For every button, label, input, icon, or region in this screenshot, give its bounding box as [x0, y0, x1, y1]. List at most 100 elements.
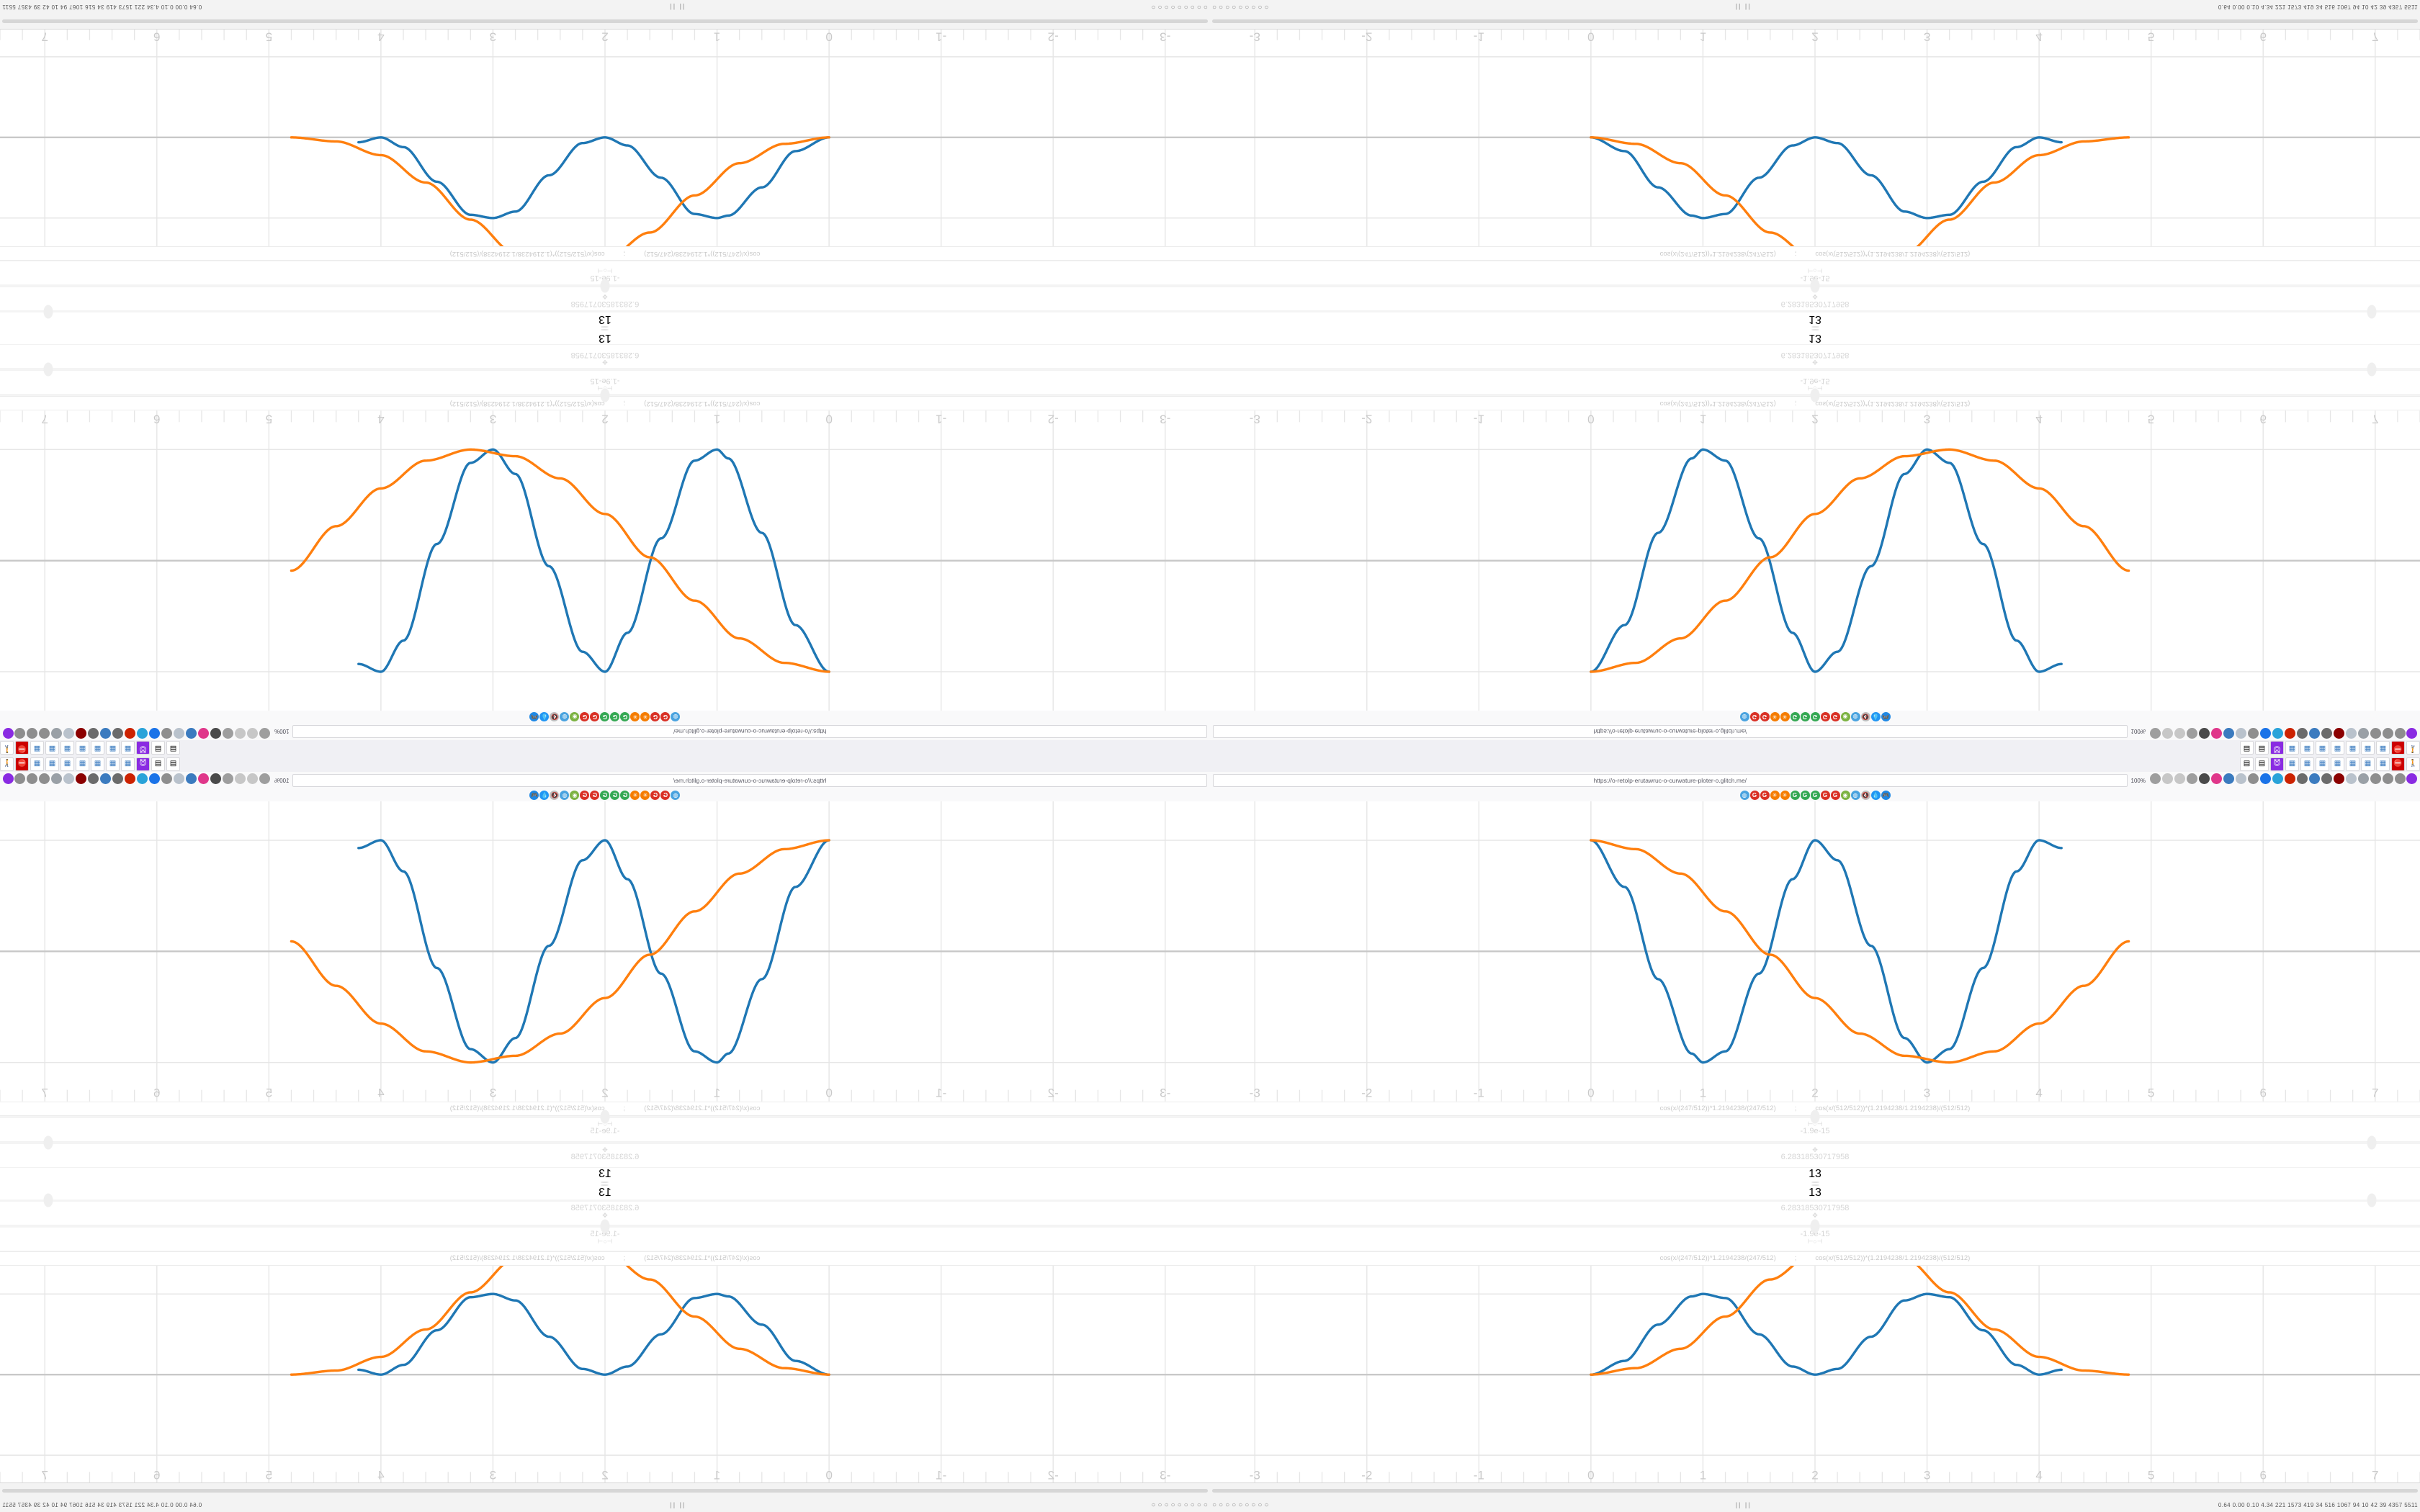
radio-harmonic-b[interactable] — [1811, 1184, 1819, 1186]
dot-icon[interactable]: ○ — [1164, 3, 1169, 12]
ublock-origin-icon[interactable] — [2334, 728, 2344, 739]
control-harmonic-a[interactable]: 13 — [1210, 328, 2420, 344]
lock-icon[interactable]: ○ — [1212, 3, 1217, 12]
browser-tab-strip[interactable]: ▤ ▤ 😈 ▦ ▦ ▦ ▦ ▦ ▦ ▦ ⛔ 🚶 — [0, 756, 1210, 773]
control-offset-b[interactable]: -1.9e-15 ⊢○⊣ — [1210, 261, 2420, 293]
control-panel[interactable]: ⊢○⊣-1.9e-15✥6.2831853071795813136.283185… — [0, 261, 1210, 402]
formula-a-lower[interactable]: cos(x/(247/512))*1.2194238/(247/512) — [1659, 1254, 1776, 1263]
address-bar[interactable]: https://o-retolp-erutawruc-o-curwature-p… — [1213, 774, 2128, 787]
mesh-icon[interactable]: ◍ — [1739, 791, 1749, 800]
lower-plot[interactable]: -3 -2 -1 0 1 2 3 4 5 6 7 — [0, 1265, 1210, 1483]
slider-thumb-period-b[interactable] — [43, 305, 53, 319]
tomato-timer-icon[interactable] — [125, 728, 135, 739]
refresh-green-icon[interactable]: G — [1790, 791, 1800, 800]
calculator-tab-icon[interactable]: ▦ — [45, 757, 59, 771]
script-tab-icon[interactable]: ▤ — [2240, 741, 2254, 755]
thumbs-down-icon[interactable] — [39, 728, 50, 739]
refresh-green-icon[interactable]: G — [620, 712, 630, 721]
formula-b-lower[interactable]: cos(x/(512/512))*(1.2194238/1.2194238)/(… — [449, 249, 605, 258]
refresh-red-icon[interactable]: G — [1830, 712, 1840, 721]
script-tab-icon[interactable]: ▤ — [151, 757, 165, 771]
slider-track-offset-a[interactable] — [1210, 1110, 2420, 1124]
control-period-a[interactable]: ✥ 6.28318530717958 — [1210, 1135, 2420, 1168]
shield-icon[interactable] — [63, 773, 74, 784]
hiker-tab-icon[interactable]: 🚶 — [2406, 757, 2420, 771]
formula-b[interactable]: cos(x/(512/512))*(1.2194238/1.2194238)/(… — [449, 1104, 605, 1113]
control-period-a[interactable]: ✥ 6.28318530717958 — [0, 1135, 1210, 1168]
formula-bar-lower[interactable]: cos(x/(247/512))*1.2194238/(247/512) ; c… — [0, 246, 1210, 261]
address-bar[interactable]: https://o-retolp-erutawruc-o-curwature-p… — [292, 725, 1207, 738]
dot-icon[interactable]: ○ — [1151, 3, 1156, 12]
upload-icon[interactable] — [2199, 773, 2210, 784]
folder-icon[interactable]: ○ — [1183, 3, 1188, 12]
refresh-green-icon[interactable]: G — [1810, 791, 1820, 800]
slider-track-offset-b[interactable] — [0, 279, 1210, 293]
browser-nav-bar[interactable]: https://o-retolp-erutawruc-o-curwature-p… — [1210, 772, 2420, 790]
browser-tab-strip[interactable]: ▤ ▤ 😈 ▦ ▦ ▦ ▦ ▦ ▦ ▦ ⛔ 🚶 — [0, 739, 1210, 756]
shield-icon[interactable] — [2346, 773, 2357, 784]
back-arrow-icon[interactable] — [235, 728, 246, 739]
formula-bar-lower[interactable]: cos(x/(247/512))*1.2194238/(247/512) ; c… — [1210, 1251, 2420, 1266]
calculator-tab-icon[interactable]: ▦ — [2300, 741, 2314, 755]
calculator-tab-icon[interactable]: ▦ — [2285, 741, 2299, 755]
archive-icon[interactable] — [2321, 728, 2332, 739]
cloud-download-icon[interactable] — [137, 773, 148, 784]
refresh-red-icon[interactable]: G — [1820, 791, 1830, 800]
refresh-red-icon[interactable]: G — [590, 712, 600, 721]
browser-nav-bar[interactable]: https://o-retolp-erutawruc-o-curwature-p… — [0, 722, 1210, 740]
calculator-tab-icon[interactable]: ▦ — [2316, 741, 2329, 755]
stop-tab-icon[interactable]: ⛔ — [15, 757, 29, 771]
translate-icon[interactable] — [186, 728, 197, 739]
refresh-red-icon[interactable]: G — [1830, 791, 1840, 800]
toolbar-extension-icons[interactable] — [3, 724, 271, 739]
browser-nav-bar[interactable]: https://o-retolp-erutawruc-o-curwature-p… — [0, 772, 1210, 790]
library-icon[interactable] — [2297, 728, 2308, 739]
capsule-icon[interactable] — [174, 728, 184, 739]
compass-icon[interactable]: ◉ — [1840, 712, 1850, 721]
script-tab-icon[interactable]: ▤ — [2255, 741, 2269, 755]
lower-plot[interactable]: -3 -2 -1 0 1 2 3 4 5 6 7 — [1210, 1265, 2420, 1483]
slider-thumb-offset-b[interactable] — [600, 279, 610, 293]
formula-a[interactable]: cos(x/(247/512))*1.2194238/(247/512) — [1659, 399, 1776, 408]
taskbar-scrollbar[interactable] — [2, 19, 1208, 24]
wrench-icon[interactable] — [27, 773, 37, 784]
plus-circle-icon[interactable] — [149, 728, 160, 739]
capsule-icon[interactable] — [2236, 728, 2246, 739]
formula-b[interactable]: cos(x/(512/512))*(1.2194238/1.2194238)/(… — [449, 399, 605, 408]
slider-thumb-offset-b[interactable] — [1810, 279, 1820, 293]
dot-icon[interactable]: ○ — [1251, 1500, 1256, 1509]
thumbs-down-icon[interactable] — [39, 773, 50, 784]
reload-icon[interactable] — [2187, 773, 2197, 784]
calculator-tab-icon[interactable]: ▦ — [2376, 741, 2390, 755]
slider-thumb-period-b[interactable] — [43, 1193, 53, 1207]
dot-icon[interactable]: ○ — [1245, 3, 1250, 12]
gamepad-icon[interactable]: 🎮 — [529, 791, 539, 800]
control-harmonic-a[interactable]: 13 — [0, 328, 1210, 344]
control-period-a[interactable]: ✥ 6.28318530717958 — [0, 344, 1210, 377]
reload-icon[interactable] — [2187, 728, 2197, 739]
settings-icon[interactable] — [2248, 728, 2259, 739]
desktop-taskbar[interactable]: ○ ○ ○ ○ ○ ○ ○ ○ ○ || || 0.64 0.00 0.10 4.34 221 15… — [0, 1482, 1210, 1512]
upper-plot[interactable]: -3 -2 -1 0 1 2 3 4 5 6 7 — [1210, 410, 2420, 711]
pager-indicator[interactable]: || || — [668, 1501, 685, 1508]
mute-icon[interactable]: 🔇 — [1860, 791, 1870, 800]
mesh-icon[interactable]: ◍ — [560, 791, 570, 800]
lock-icon[interactable]: ○ — [1203, 3, 1208, 12]
dot-icon[interactable]: ○ — [1258, 1500, 1263, 1509]
slider-track-period-b[interactable] — [1210, 305, 2420, 319]
folder-icon[interactable]: ○ — [1232, 3, 1237, 12]
radio-harmonic-b[interactable] — [1811, 326, 1819, 328]
calculator-tab-icon[interactable]: ▦ — [2346, 741, 2360, 755]
refresh-red-icon[interactable]: G — [1820, 712, 1830, 721]
library-icon[interactable] — [2297, 773, 2308, 784]
slider-thumb-period-a[interactable] — [2367, 1135, 2377, 1150]
slider-thumb-offset-a[interactable] — [1810, 1110, 1820, 1124]
folder-icon[interactable]: ○ — [1183, 1500, 1188, 1509]
gamepad-icon[interactable]: 🎮 — [1881, 791, 1891, 800]
slider-thumb-period-b[interactable] — [2367, 1193, 2377, 1207]
dot-icon[interactable]: ○ — [1170, 1500, 1175, 1509]
dot-icon[interactable]: ○ — [1264, 1500, 1269, 1509]
mesh-icon[interactable]: ◍ — [560, 712, 570, 721]
mesh-icon[interactable]: ◍ — [671, 712, 681, 721]
arrow-right-icon[interactable]: ○ — [1190, 1500, 1195, 1509]
